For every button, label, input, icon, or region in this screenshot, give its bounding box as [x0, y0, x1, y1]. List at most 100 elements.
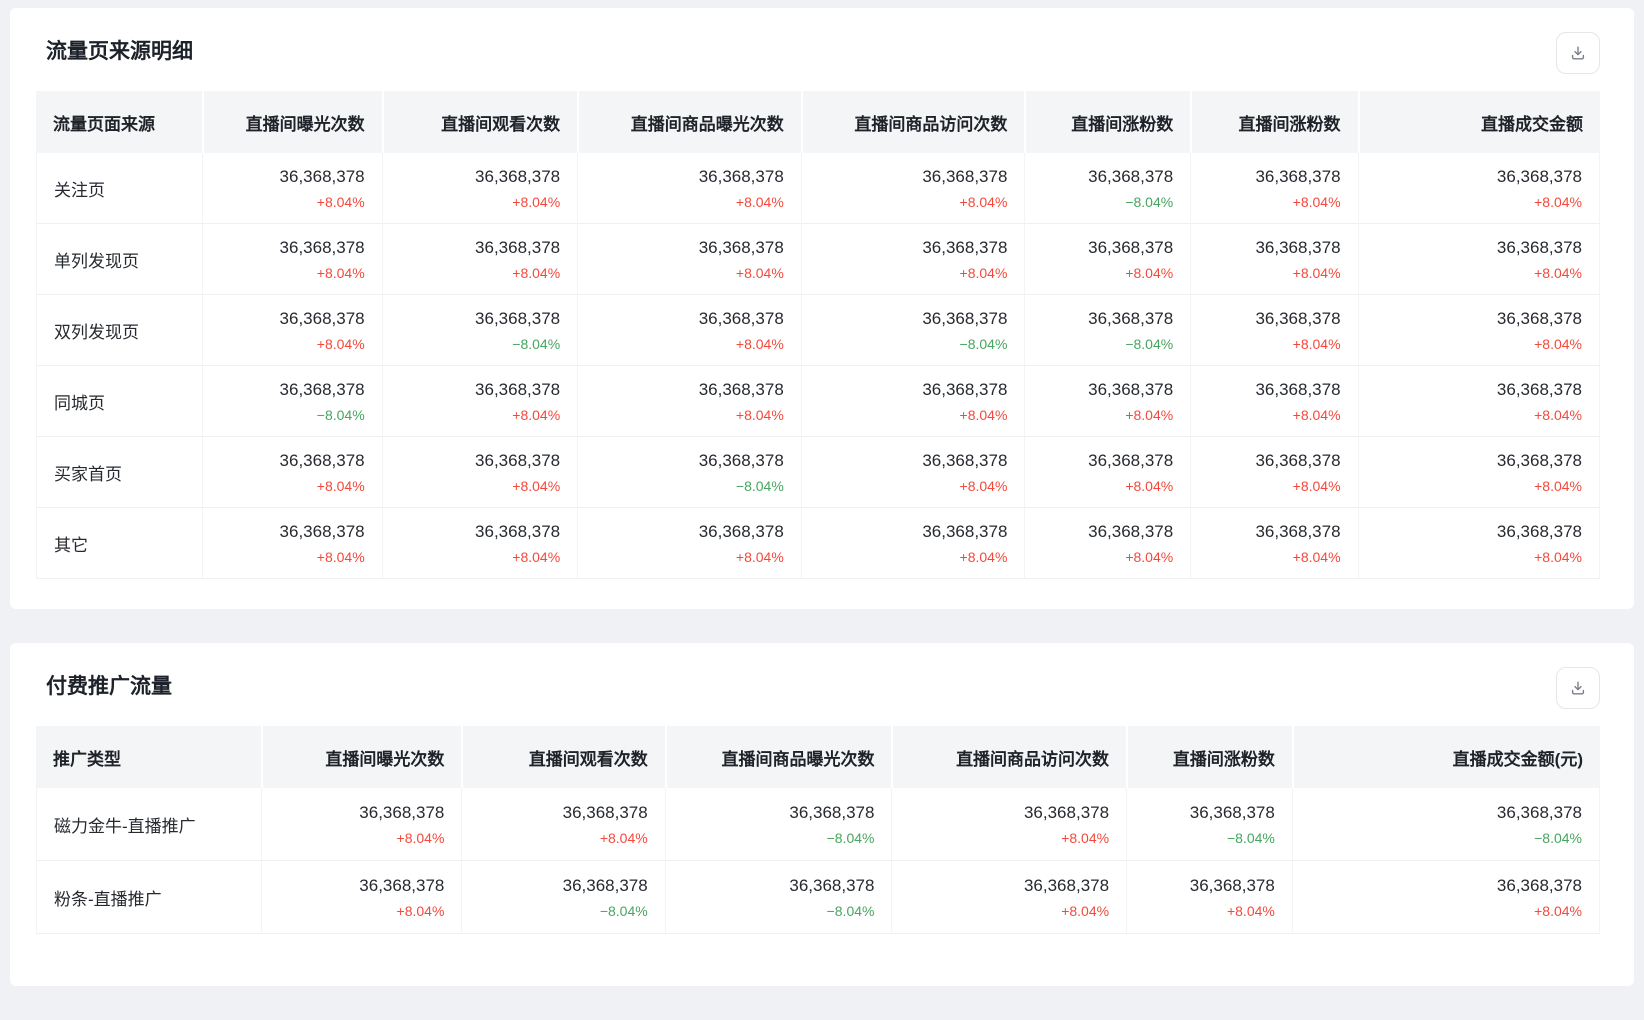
table-body: 关注页 36,368,378 +8.04% 36,368,378 +8.04% 36,36…	[36, 153, 1600, 579]
traffic-source-title: 流量页来源明细	[46, 40, 193, 63]
metric-value: 36,368,378	[475, 521, 561, 541]
metric-cell: 36,368,378 +8.04%	[1357, 153, 1600, 224]
metric-column-header: 直播间商品访问次数	[800, 91, 1025, 153]
metric-value: 36,368,378	[698, 450, 784, 470]
download-icon	[1571, 46, 1585, 60]
metric-cell: 36,368,378 +8.04%	[1126, 861, 1292, 934]
metric-value: 36,368,378	[1496, 875, 1582, 895]
metric-value: 36,368,378	[1023, 875, 1110, 895]
metric-value: 36,368,378	[1496, 450, 1582, 470]
metric-cell: 36,368,378 +8.04%	[1024, 508, 1191, 579]
metric-cell: 36,368,378 +8.04%	[1190, 295, 1358, 366]
paid-promotion-title: 付费推广流量	[46, 675, 172, 698]
metric-delta: +8.04%	[1534, 477, 1582, 494]
row-label: 其它	[36, 508, 202, 579]
metric-value: 36,368,378	[1496, 521, 1582, 541]
metric-value: 36,368,378	[475, 450, 561, 470]
metric-cell: 36,368,378 −8.04%	[577, 437, 801, 508]
metric-delta: +8.04%	[316, 548, 365, 565]
metric-delta: +8.04%	[316, 264, 365, 281]
metric-delta: +8.04%	[1061, 902, 1110, 919]
metric-column-header: 直播间涨粉数	[1024, 91, 1191, 153]
metric-value: 36,368,378	[1496, 379, 1582, 399]
metric-cell: 36,368,378 +8.04%	[577, 153, 801, 224]
metric-cell: 36,368,378 +8.04%	[1024, 366, 1191, 437]
metric-value: 36,368,378	[359, 802, 445, 822]
metric-value: 36,368,378	[698, 379, 784, 399]
metric-delta: +8.04%	[1125, 477, 1174, 494]
metric-delta: +8.04%	[599, 829, 648, 846]
metric-delta: +8.04%	[512, 477, 561, 494]
metric-column-header: 直播间涨粉数	[1190, 91, 1358, 153]
metric-value: 36,368,378	[1496, 237, 1582, 257]
metric-column-header: 直播间观看次数	[381, 91, 578, 153]
metric-cell: 36,368,378 −8.04%	[201, 366, 382, 437]
row-label: 单列发现页	[36, 224, 202, 295]
traffic-source-table: 流量页面来源 直播间曝光次数 直播间观看次数 直播间商品曝光次数 直播间商品访问次数 直播…	[36, 91, 1600, 579]
metric-cell: 36,368,378 +8.04%	[577, 295, 801, 366]
metric-delta: +8.04%	[735, 406, 784, 423]
metric-delta: +8.04%	[735, 193, 784, 210]
metric-column-header: 直播间商品曝光次数	[577, 91, 801, 153]
table-row: 双列发现页 36,368,378 +8.04% 36,368,378 −8.04% 36,…	[36, 295, 1600, 366]
download-button[interactable]	[1556, 667, 1600, 709]
dimension-column-header: 推广类型	[36, 726, 262, 788]
metric-cell: 36,368,378 +8.04%	[201, 437, 382, 508]
metric-delta: −8.04%	[316, 406, 365, 423]
metric-value: 36,368,378	[475, 237, 561, 257]
metric-value: 36,368,378	[1496, 166, 1582, 186]
metric-cell: 36,368,378 +8.04%	[1190, 224, 1358, 295]
header-row: 推广类型 直播间曝光次数 直播间观看次数 直播间商品曝光次数 直播间商品访问次数 直播间涨…	[36, 726, 1600, 788]
metric-cell: 36,368,378 +8.04%	[1357, 437, 1600, 508]
metric-delta: +8.04%	[316, 193, 365, 210]
table-row: 其它 36,368,378 +8.04% 36,368,378 +8.04% 36,368…	[36, 508, 1600, 579]
metric-column-header: 直播间商品访问次数	[891, 726, 1127, 788]
metric-delta: +8.04%	[1292, 477, 1341, 494]
metric-cell: 36,368,378 +8.04%	[1357, 508, 1600, 579]
metric-delta: +8.04%	[959, 477, 1008, 494]
metric-cell: 36,368,378 +8.04%	[381, 437, 578, 508]
metric-value: 36,368,378	[562, 802, 648, 822]
metric-value: 36,368,378	[1088, 237, 1174, 257]
metric-delta: −8.04%	[512, 335, 561, 352]
metric-delta: +8.04%	[1125, 406, 1174, 423]
metric-cell: 36,368,378 +8.04%	[577, 508, 801, 579]
row-label: 粉条-直播推广	[36, 861, 262, 934]
metric-delta: +8.04%	[316, 335, 365, 352]
metric-cell: 36,368,378 +8.04%	[201, 224, 382, 295]
metric-cell: 36,368,378 +8.04%	[1024, 437, 1191, 508]
metric-value: 36,368,378	[922, 521, 1008, 541]
metric-delta: +8.04%	[1292, 406, 1341, 423]
download-button[interactable]	[1556, 32, 1600, 74]
metric-cell: 36,368,378 +8.04%	[201, 295, 382, 366]
metric-delta: +8.04%	[959, 264, 1008, 281]
metric-value: 36,368,378	[922, 166, 1008, 186]
metric-delta: +8.04%	[959, 548, 1008, 565]
metric-cell: 36,368,378 +8.04%	[381, 366, 578, 437]
metric-cell: 36,368,378 +8.04%	[261, 861, 462, 934]
metric-delta: +8.04%	[512, 406, 561, 423]
metric-value: 36,368,378	[922, 450, 1008, 470]
metric-value: 36,368,378	[1496, 802, 1582, 822]
metric-cell: 36,368,378 −8.04%	[664, 788, 892, 861]
table-header: 流量页面来源 直播间曝光次数 直播间观看次数 直播间商品曝光次数 直播间商品访问次数 直播…	[36, 91, 1600, 153]
metric-value: 36,368,378	[279, 166, 365, 186]
metric-value: 36,368,378	[698, 166, 784, 186]
table-body: 磁力金牛-直播推广 36,368,378 +8.04% 36,368,378 +8.04…	[36, 788, 1600, 934]
metric-cell: 36,368,378 +8.04%	[1357, 295, 1600, 366]
metric-value: 36,368,378	[279, 237, 365, 257]
card-header: 流量页来源明细	[36, 32, 1600, 74]
metric-cell: 36,368,378 +8.04%	[381, 508, 578, 579]
metric-delta: +8.04%	[1292, 193, 1341, 210]
metric-delta: +8.04%	[1125, 264, 1174, 281]
paid-promotion-table: 推广类型 直播间曝光次数 直播间观看次数 直播间商品曝光次数 直播间商品访问次数 直播间涨…	[36, 726, 1600, 934]
metric-delta: +8.04%	[512, 264, 561, 281]
metric-value: 36,368,378	[1255, 166, 1341, 186]
metric-cell: 36,368,378 +8.04%	[1190, 366, 1358, 437]
metric-cell: 36,368,378 +8.04%	[800, 508, 1025, 579]
metric-column-header: 直播间涨粉数	[1126, 726, 1292, 788]
metric-value: 36,368,378	[475, 166, 561, 186]
metric-delta: +8.04%	[1292, 264, 1341, 281]
metric-delta: −8.04%	[1226, 829, 1275, 846]
metric-delta: +8.04%	[1061, 829, 1110, 846]
